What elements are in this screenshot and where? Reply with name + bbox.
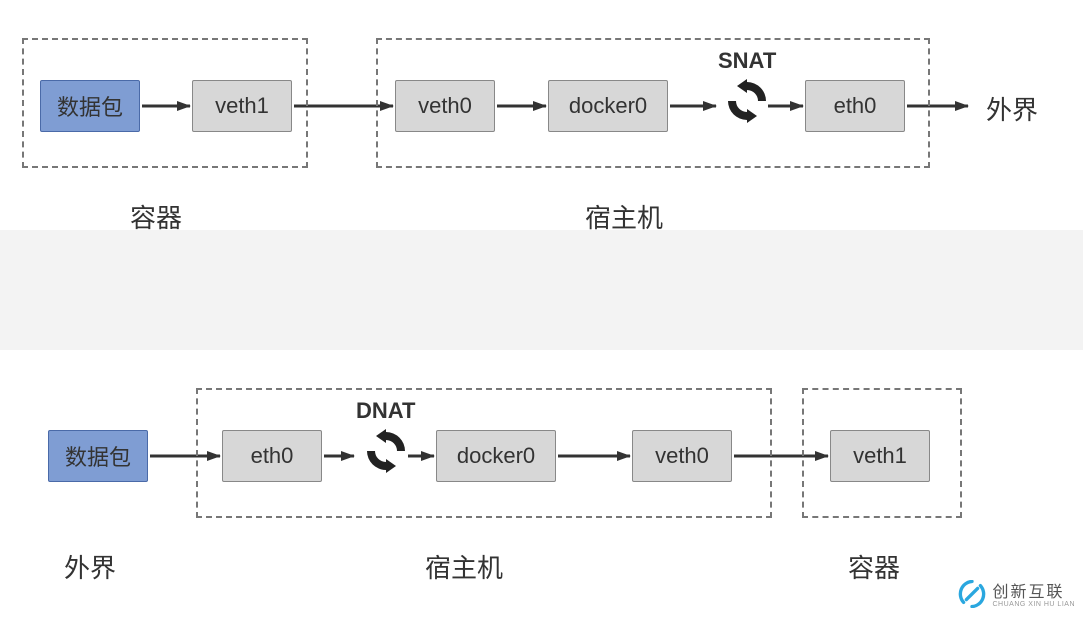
node-d1-packet: 数据包 [40, 80, 140, 132]
diagram-canvas: 容器宿主机数据包veth1veth0docker0eth0SNAT外界宿主机容器… [0, 0, 1083, 617]
watermark: 创新互联 CHUANG XIN HU LIAN [950, 576, 1083, 617]
group-label-d1-g-container: 容器 [130, 198, 182, 235]
node-d1-veth0: veth0 [395, 80, 495, 132]
refresh-icon [722, 76, 772, 126]
node-d1-eth0: eth0 [805, 80, 905, 132]
d1-nat-label: SNAT [718, 48, 776, 74]
node-d2-veth0: veth0 [632, 430, 732, 482]
watermark-logo-icon [958, 580, 986, 613]
d2-nat: DNAT [356, 398, 415, 476]
d2-external-label: 外界 [64, 548, 116, 585]
node-d2-eth0: eth0 [222, 430, 322, 482]
d1-external-label: 外界 [986, 90, 1038, 127]
group-label-d1-g-host: 宿主机 [585, 198, 663, 235]
d2-nat-label: DNAT [356, 398, 415, 424]
refresh-icon [361, 426, 411, 476]
watermark-main: 创新互联 [992, 585, 1075, 601]
group-label-d2-g-host: 宿主机 [425, 548, 503, 585]
node-d2-packet: 数据包 [48, 430, 148, 482]
group-label-d2-g-container: 容器 [848, 548, 900, 585]
node-d2-veth1: veth1 [830, 430, 930, 482]
node-d2-docker0: docker0 [436, 430, 556, 482]
node-d1-docker0: docker0 [548, 80, 668, 132]
d1-nat: SNAT [718, 48, 776, 126]
watermark-sub: CHUANG XIN HU LIAN [992, 601, 1075, 608]
node-d1-veth1: veth1 [192, 80, 292, 132]
